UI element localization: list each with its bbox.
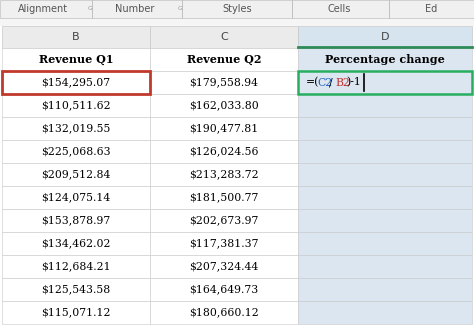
Text: )-1: )-1 [346,77,362,88]
Bar [298,301,472,324]
Bar [2,209,150,232]
Bar [298,255,472,278]
Text: $213,283.72: $213,283.72 [189,170,259,180]
Text: $154,295.07: $154,295.07 [41,78,110,87]
Text: /: / [329,78,333,87]
Bar [150,48,298,71]
Text: C: C [220,32,228,42]
Text: G: G [88,7,92,12]
Text: $162,033.80: $162,033.80 [189,101,259,111]
Text: C2: C2 [318,78,333,87]
Text: $225,068.63: $225,068.63 [41,147,111,156]
Bar [150,186,298,209]
Text: $126,024.56: $126,024.56 [189,147,259,156]
Bar [150,209,298,232]
Bar [2,71,150,94]
Bar [2,278,150,301]
Bar [298,71,472,94]
Bar [298,94,472,117]
Text: Number: Number [115,4,155,14]
Text: Cells: Cells [327,4,351,14]
Text: $112,684.21: $112,684.21 [41,261,111,272]
Bar [298,71,472,94]
Text: =(: =( [306,77,319,88]
Bar [2,163,150,186]
Bar [298,232,472,255]
Bar [2,94,150,117]
Text: Alignment: Alignment [18,4,68,14]
Text: $207,324.44: $207,324.44 [190,261,259,272]
Text: $124,075.14: $124,075.14 [41,192,110,203]
Bar [150,278,298,301]
Bar [298,209,472,232]
Text: Percentage change: Percentage change [325,54,445,65]
Bar [2,232,150,255]
Text: $209,512.84: $209,512.84 [41,170,111,180]
Bar [298,163,472,186]
Bar [298,26,472,48]
Text: B: B [72,32,80,42]
Bar [2,140,150,163]
Text: $125,543.58: $125,543.58 [41,284,110,294]
Text: $181,500.77: $181,500.77 [189,192,259,203]
Bar [150,301,298,324]
Bar [150,232,298,255]
Bar [150,163,298,186]
Text: $132,019.55: $132,019.55 [41,123,111,134]
Bar [0,18,474,26]
Bar [2,255,150,278]
Bar [150,26,298,48]
Bar [2,186,150,209]
Text: $115,071.12: $115,071.12 [41,308,111,317]
Text: D: D [381,32,389,42]
Bar [298,140,472,163]
Bar [150,255,298,278]
Text: B2: B2 [335,78,350,87]
Text: Revenue Q1: Revenue Q1 [39,54,113,65]
Text: Revenue Q2: Revenue Q2 [187,54,261,65]
Bar [2,48,150,71]
Text: Styles: Styles [222,4,252,14]
Bar [298,278,472,301]
Bar [2,301,150,324]
Text: $179,558.94: $179,558.94 [190,78,258,87]
Bar [150,71,298,94]
Text: $190,477.81: $190,477.81 [190,123,259,134]
Text: G: G [178,7,182,12]
Text: $153,878.97: $153,878.97 [41,215,110,225]
Bar [150,94,298,117]
Bar [150,140,298,163]
Bar [2,117,150,140]
Bar [2,26,150,48]
Text: $134,462.02: $134,462.02 [41,239,111,248]
Text: $180,660.12: $180,660.12 [189,308,259,317]
Text: $110,511.62: $110,511.62 [41,101,111,111]
Text: Ed: Ed [425,4,438,14]
Bar [298,48,472,71]
Text: $202,673.97: $202,673.97 [189,215,259,225]
Bar [0,0,474,18]
Text: $164,649.73: $164,649.73 [190,284,259,294]
Bar [150,117,298,140]
Text: $117,381.37: $117,381.37 [189,239,259,248]
Bar [298,117,472,140]
Bar [298,186,472,209]
Bar [2,71,150,94]
